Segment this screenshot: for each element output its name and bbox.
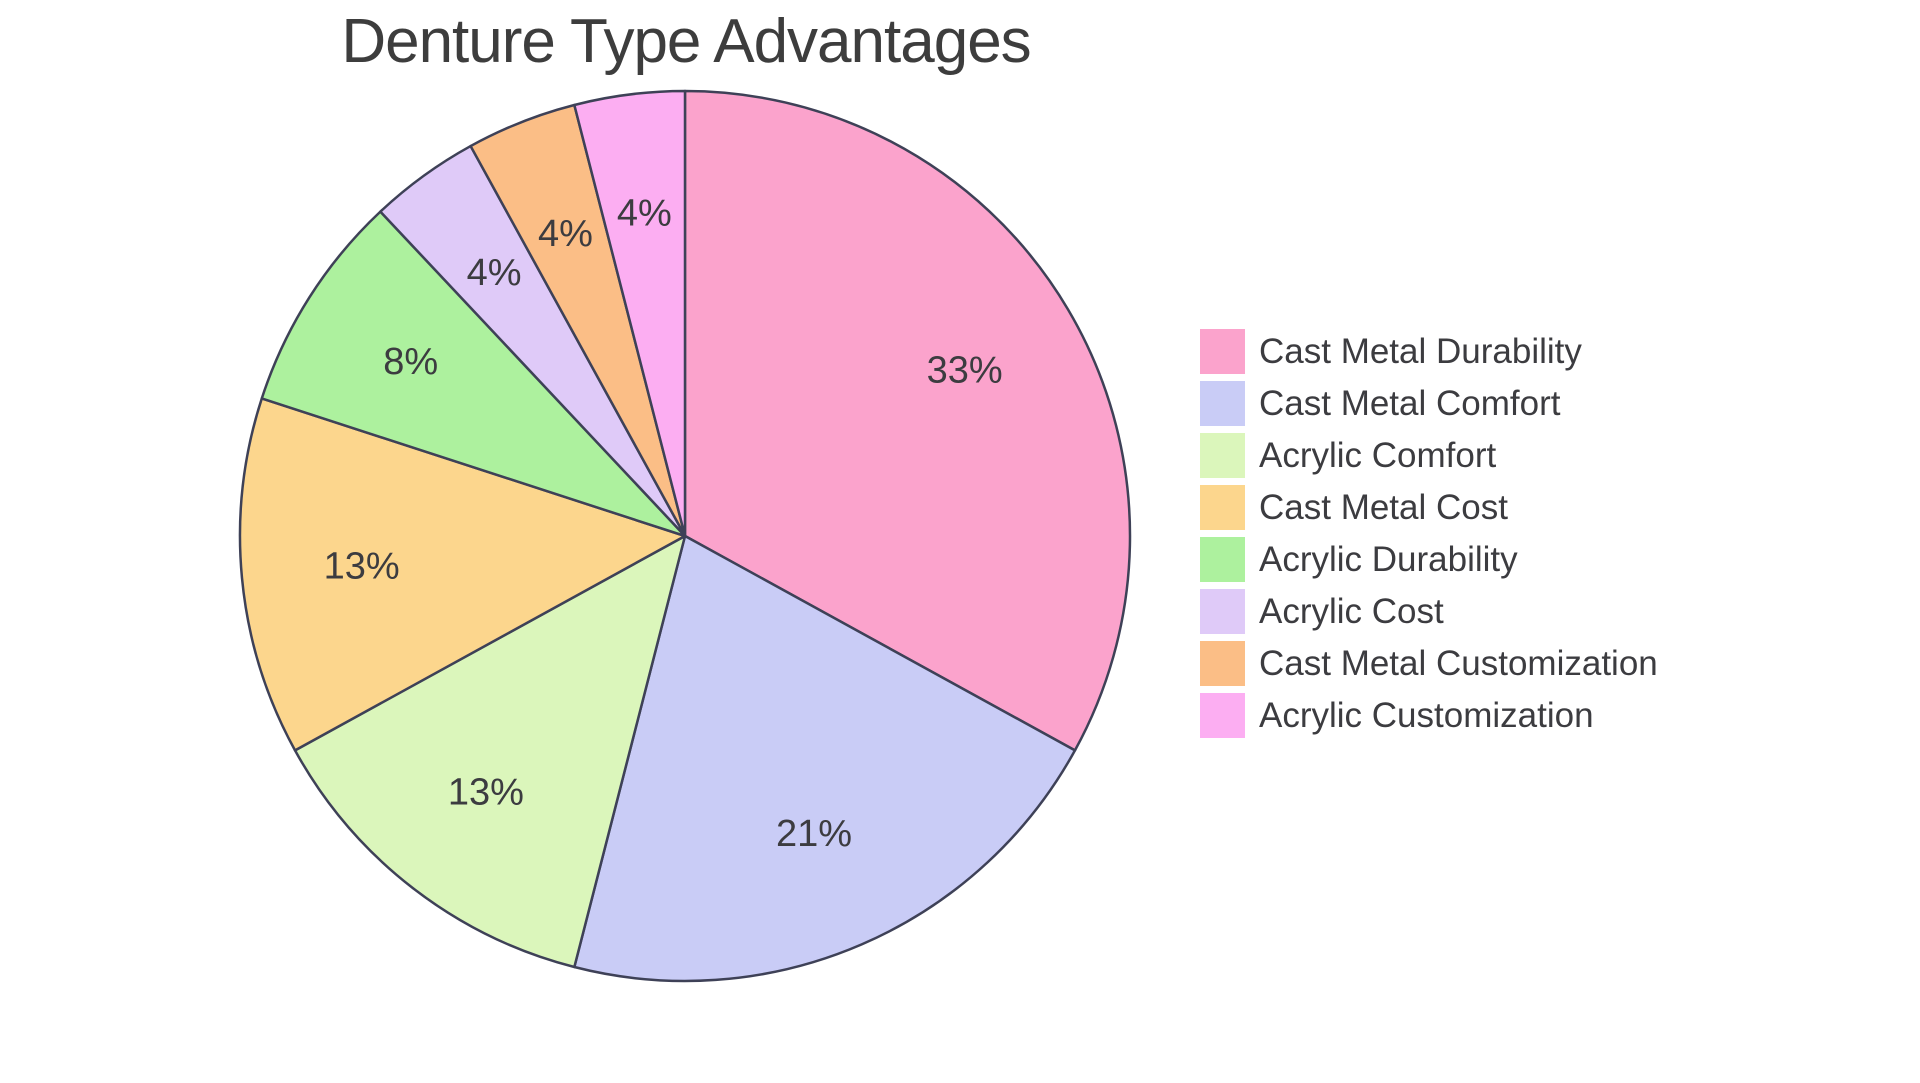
slice-percent-label: 33%: [927, 350, 1003, 392]
legend-item: Acrylic Customization: [1200, 693, 1658, 738]
pie-slice: [238, 397, 687, 752]
legend-item: Acrylic Durability: [1200, 537, 1658, 582]
legend-label: Acrylic Durability: [1259, 540, 1518, 579]
slice-percent-label: 21%: [776, 813, 852, 855]
legend-item: Cast Metal Durability: [1200, 329, 1658, 374]
legend-item: Acrylic Cost: [1200, 589, 1658, 634]
slice-percent-label: 8%: [383, 341, 438, 383]
legend-swatch: [1200, 329, 1245, 374]
pie-slice: [683, 89, 1132, 752]
legend-swatch: [1200, 433, 1245, 478]
slice-percent-label: 13%: [324, 546, 400, 588]
legend-label: Cast Metal Cost: [1259, 488, 1508, 527]
legend-label: Cast Metal Customization: [1259, 644, 1658, 683]
legend-label: Cast Metal Durability: [1259, 332, 1582, 371]
legend: Cast Metal Durability Cast Metal Comfort…: [1200, 329, 1658, 745]
slice-percent-label: 4%: [617, 193, 672, 235]
pie-slice: [573, 534, 1077, 983]
slice-percent-label: 4%: [538, 213, 593, 255]
pie-slice: [260, 210, 687, 538]
legend-swatch: [1200, 381, 1245, 426]
legend-label: Acrylic Customization: [1259, 696, 1594, 735]
slice-percent-label: 4%: [467, 252, 522, 294]
legend-item: Cast Metal Comfort: [1200, 381, 1658, 426]
legend-label: Acrylic Cost: [1259, 592, 1444, 631]
legend-label: Cast Metal Comfort: [1259, 384, 1561, 423]
legend-swatch: [1200, 641, 1245, 686]
legend-swatch: [1200, 693, 1245, 738]
legend-label: Acrylic Comfort: [1259, 436, 1497, 475]
legend-item: Acrylic Comfort: [1200, 433, 1658, 478]
pie-slice: [573, 89, 687, 538]
slice-percent-label: 13%: [448, 772, 524, 814]
legend-item: Cast Metal Customization: [1200, 641, 1658, 686]
legend-swatch: [1200, 537, 1245, 582]
legend-item: Cast Metal Cost: [1200, 485, 1658, 530]
legend-swatch: [1200, 485, 1245, 530]
legend-swatch: [1200, 589, 1245, 634]
pie-slice: [293, 534, 687, 969]
chart-title: Denture Type Advantages: [341, 7, 1031, 76]
